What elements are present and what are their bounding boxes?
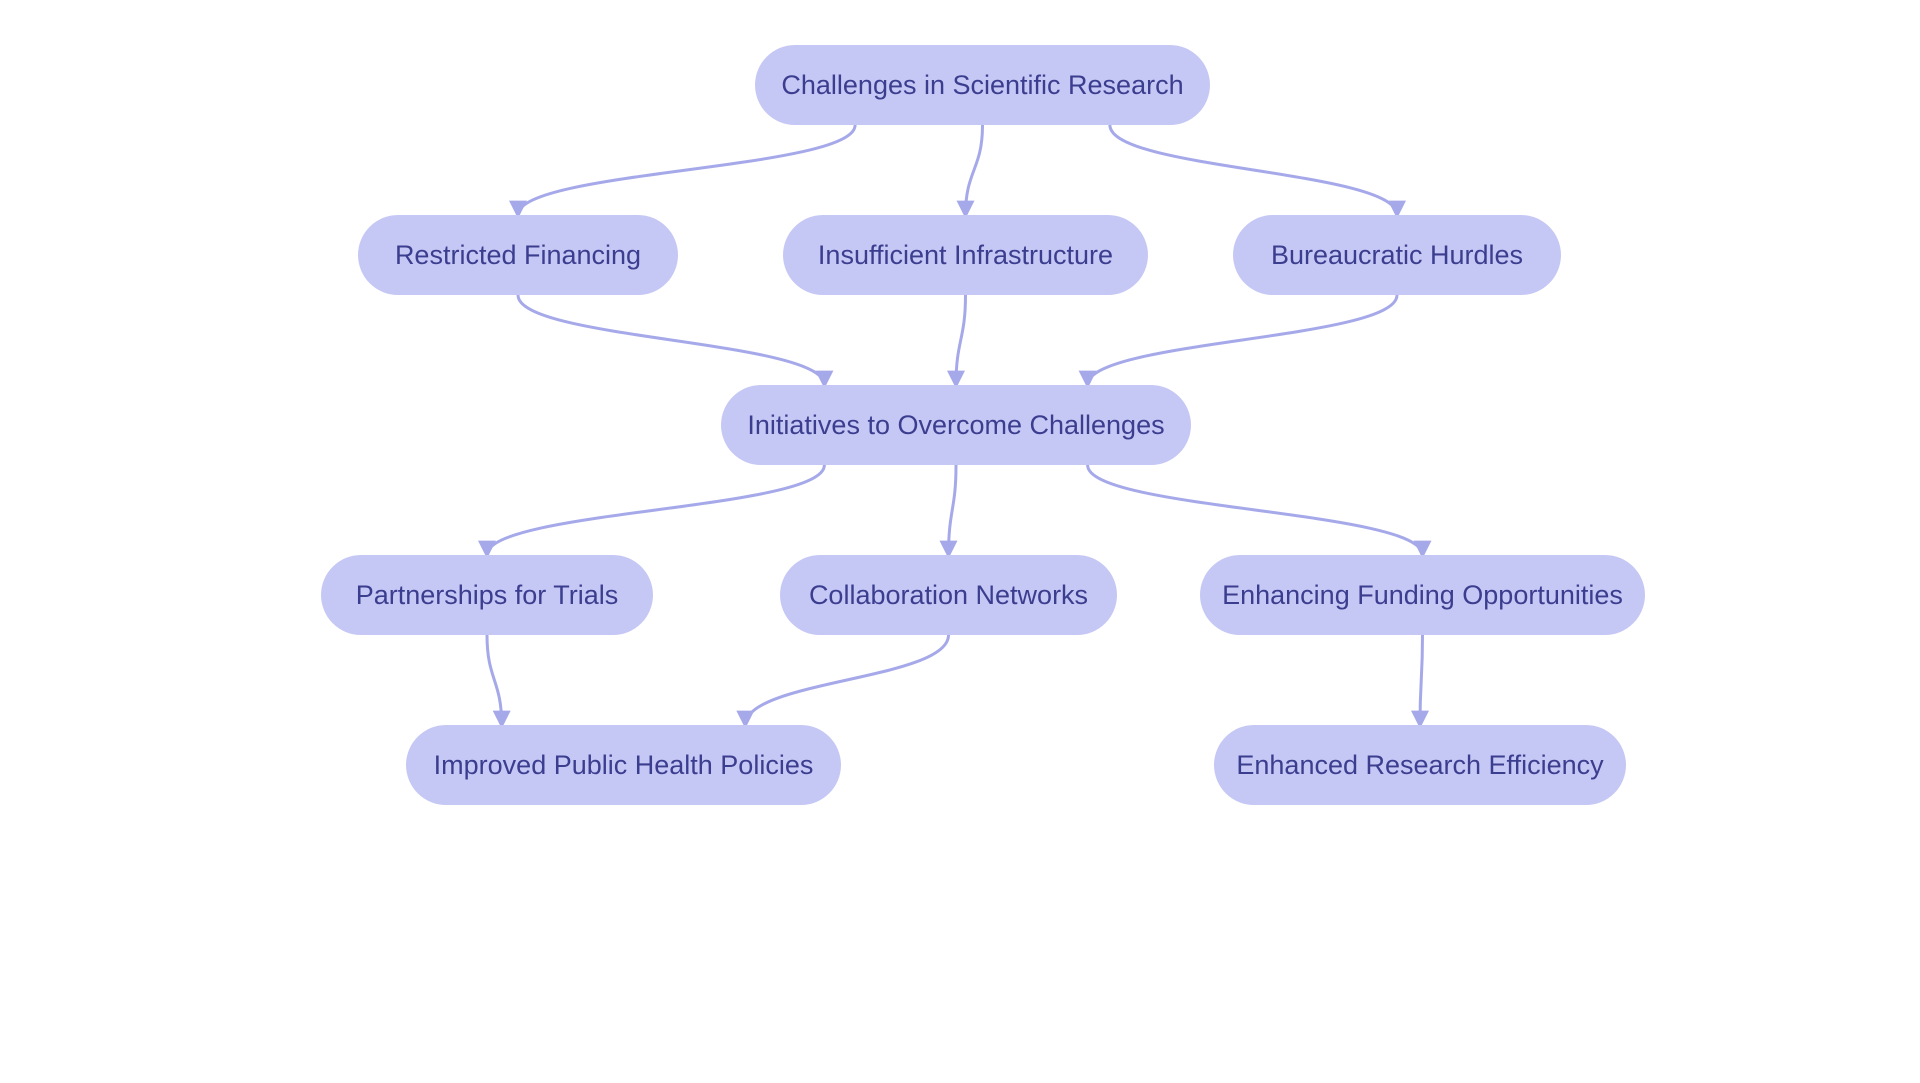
node-label: Partnerships for Trials [356,580,619,611]
flowchart-node: Enhancing Funding Opportunities [1200,555,1645,635]
node-label: Enhanced Research Efficiency [1236,750,1603,781]
node-label: Bureaucratic Hurdles [1271,240,1523,271]
flowchart-edge [956,295,966,385]
flowchart-node: Initiatives to Overcome Challenges [721,385,1191,465]
flowchart-edge [745,635,948,725]
flowchart-node: Bureaucratic Hurdles [1233,215,1561,295]
flowchart-edge [518,125,855,215]
node-label: Improved Public Health Policies [434,750,814,781]
flowchart-edge [1088,465,1423,555]
flowchart-node: Restricted Financing [358,215,678,295]
node-label: Insufficient Infrastructure [818,240,1113,271]
node-label: Initiatives to Overcome Challenges [747,410,1164,441]
flowchart-node: Collaboration Networks [780,555,1117,635]
flowchart-edge [487,635,502,725]
node-label: Restricted Financing [395,240,641,271]
flowchart-node: Partnerships for Trials [321,555,653,635]
node-label: Challenges in Scientific Research [781,70,1183,101]
flowchart-edge [949,465,957,555]
flowchart-edge [1110,125,1397,215]
flowchart-edge [518,295,824,385]
flowchart-edge [1088,295,1397,385]
flowchart-edges [0,0,1920,1083]
node-label: Collaboration Networks [809,580,1088,611]
flowchart-node: Challenges in Scientific Research [755,45,1210,125]
flowchart-node: Improved Public Health Policies [406,725,841,805]
flowchart-node: Insufficient Infrastructure [783,215,1148,295]
flowchart-edge [966,125,983,215]
flowchart-edge [487,465,824,555]
node-label: Enhancing Funding Opportunities [1222,580,1623,611]
flowchart-node: Enhanced Research Efficiency [1214,725,1626,805]
flowchart-edge [1420,635,1423,725]
